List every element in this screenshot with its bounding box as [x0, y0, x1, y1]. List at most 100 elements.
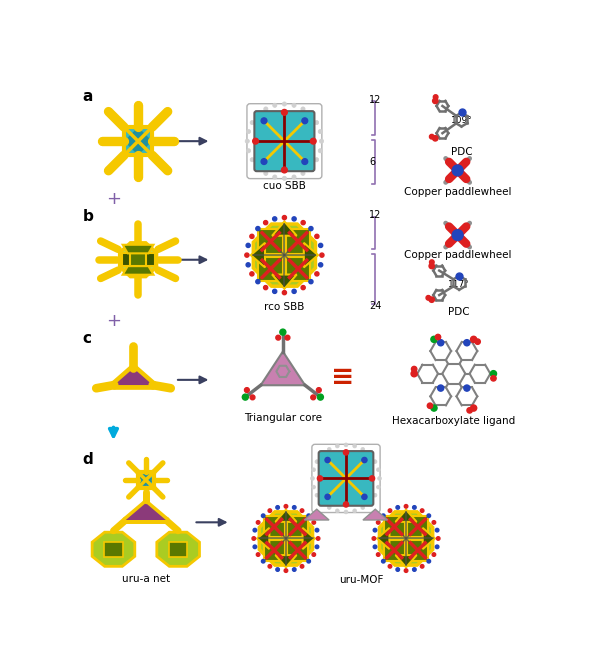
Circle shape	[315, 272, 319, 276]
Polygon shape	[138, 472, 154, 488]
Circle shape	[328, 506, 331, 509]
Bar	[263, 516, 285, 537]
Circle shape	[283, 215, 286, 219]
Polygon shape	[259, 512, 313, 565]
Circle shape	[256, 520, 260, 524]
Circle shape	[353, 444, 356, 448]
Circle shape	[256, 553, 260, 556]
Circle shape	[250, 158, 254, 162]
Circle shape	[272, 103, 277, 107]
FancyBboxPatch shape	[254, 111, 314, 171]
Polygon shape	[123, 266, 154, 274]
Circle shape	[247, 129, 251, 134]
Circle shape	[301, 171, 305, 176]
Circle shape	[362, 457, 367, 463]
Circle shape	[373, 545, 377, 548]
Circle shape	[318, 129, 322, 134]
Circle shape	[253, 528, 257, 532]
Bar	[122, 253, 130, 266]
Circle shape	[490, 371, 497, 377]
Circle shape	[280, 329, 286, 335]
Bar	[138, 472, 154, 488]
Text: c: c	[83, 331, 92, 345]
Circle shape	[242, 394, 248, 400]
Circle shape	[314, 158, 319, 162]
Polygon shape	[251, 243, 265, 267]
Circle shape	[430, 135, 434, 139]
Text: 24: 24	[369, 301, 382, 311]
Polygon shape	[304, 243, 318, 267]
Circle shape	[272, 217, 277, 221]
Circle shape	[328, 448, 331, 452]
Circle shape	[301, 107, 305, 111]
Circle shape	[263, 286, 268, 290]
Circle shape	[470, 405, 477, 411]
Circle shape	[426, 296, 431, 300]
Text: uru-a net: uru-a net	[122, 573, 170, 583]
Circle shape	[261, 118, 267, 124]
Circle shape	[368, 453, 371, 457]
Circle shape	[432, 553, 436, 556]
Polygon shape	[275, 555, 296, 568]
Polygon shape	[379, 512, 433, 565]
Circle shape	[276, 568, 280, 572]
Circle shape	[320, 253, 324, 257]
Circle shape	[311, 477, 314, 480]
Circle shape	[246, 243, 250, 247]
Circle shape	[388, 565, 392, 568]
Circle shape	[427, 560, 431, 563]
Text: 117°: 117°	[448, 280, 470, 288]
Circle shape	[353, 509, 356, 512]
Circle shape	[309, 280, 313, 284]
Circle shape	[292, 289, 296, 294]
Polygon shape	[157, 532, 199, 566]
Circle shape	[256, 113, 260, 117]
Circle shape	[256, 227, 260, 231]
Text: +: +	[106, 190, 121, 208]
Circle shape	[311, 395, 316, 400]
Circle shape	[382, 560, 385, 563]
Bar	[286, 229, 310, 254]
Circle shape	[452, 165, 463, 176]
Circle shape	[421, 509, 424, 512]
Polygon shape	[114, 368, 152, 385]
Circle shape	[264, 107, 268, 111]
Circle shape	[388, 509, 392, 512]
Polygon shape	[275, 510, 296, 522]
Circle shape	[435, 334, 440, 339]
Circle shape	[284, 505, 288, 508]
Circle shape	[376, 553, 380, 556]
Text: d: d	[83, 452, 94, 467]
Circle shape	[272, 175, 277, 179]
Circle shape	[315, 459, 319, 463]
Circle shape	[310, 139, 316, 144]
Circle shape	[244, 388, 249, 392]
Polygon shape	[126, 503, 166, 520]
Circle shape	[343, 502, 349, 507]
Circle shape	[343, 450, 349, 455]
Circle shape	[320, 500, 324, 504]
Circle shape	[300, 565, 304, 568]
Circle shape	[314, 121, 319, 125]
Circle shape	[276, 506, 280, 509]
Circle shape	[253, 545, 257, 548]
Circle shape	[308, 165, 313, 170]
Circle shape	[292, 506, 296, 509]
Circle shape	[301, 286, 305, 290]
Text: Hexacarboxylate ligand: Hexacarboxylate ligand	[392, 416, 515, 426]
Circle shape	[325, 494, 330, 499]
Circle shape	[246, 263, 250, 267]
Polygon shape	[395, 555, 416, 568]
Circle shape	[433, 98, 438, 103]
Text: PDC: PDC	[451, 147, 472, 157]
Circle shape	[464, 339, 470, 346]
Circle shape	[427, 403, 433, 408]
Circle shape	[470, 336, 477, 342]
Circle shape	[284, 569, 288, 572]
Circle shape	[312, 553, 316, 556]
Polygon shape	[363, 509, 388, 520]
Circle shape	[427, 514, 431, 518]
Circle shape	[404, 569, 408, 572]
Circle shape	[315, 234, 319, 239]
Circle shape	[452, 229, 463, 241]
